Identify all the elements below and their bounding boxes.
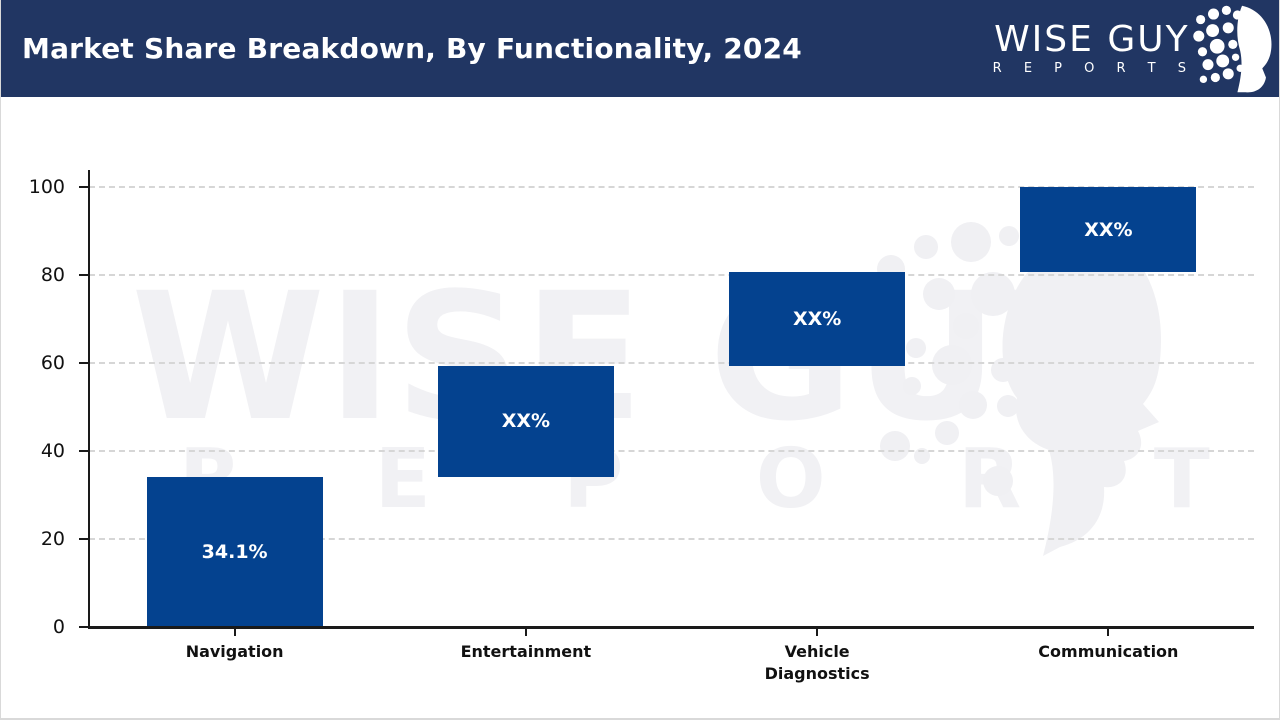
y-axis-tick-mark [79, 274, 88, 276]
bar-communication: XX% [1020, 187, 1197, 273]
wise-guy-head-icon [1193, 5, 1272, 92]
y-axis-tick-mark [79, 186, 88, 188]
x-axis-category-label: Navigation [185, 642, 284, 661]
gridline-40 [89, 450, 1254, 452]
y-axis-tick-mark [79, 450, 88, 452]
y-axis-tick-label: 60 [40, 352, 65, 374]
x-axis-category-label: Communication [1038, 642, 1179, 661]
x-axis-tick-mark [1107, 627, 1110, 636]
gridline-20 [89, 538, 1254, 540]
bar-value-label: XX% [792, 307, 842, 330]
y-axis-tick-mark [79, 626, 88, 628]
gridline-100 [89, 186, 1254, 188]
bar-entertainment: XX% [437, 365, 614, 477]
x-axis-tick-mark [524, 627, 527, 636]
bar-navigation: 34.1% [146, 476, 323, 627]
gridline-60 [89, 362, 1254, 364]
logo-wiseguy-label: WISE GUY [994, 18, 1190, 60]
wise-guy-logo-text: WISE GUY R E P O R T S [989, 18, 1195, 76]
bar-value-label: XX% [1084, 218, 1133, 241]
y-axis-tick-label: 80 [40, 264, 65, 286]
header-bar: Market Share Breakdown, By Functionality… [1, 0, 1279, 97]
y-axis-tick-label: 20 [40, 528, 65, 550]
y-axis-tick-mark [79, 362, 88, 364]
y-axis-tick-label: 40 [40, 440, 65, 462]
x-axis-category-label: Entertainment [460, 642, 592, 661]
x-axis-category-label: Vehicle Diagnostics [764, 642, 870, 683]
bar-value-label: 34.1% [201, 540, 268, 563]
x-axis-tick-mark [816, 627, 819, 636]
y-axis-tick-label: 0 [52, 616, 65, 638]
x-axis-line [88, 626, 1254, 629]
logo-reports-label: R E P O R T S [992, 60, 1195, 76]
y-axis-tick-label: 100 [28, 176, 65, 198]
x-axis-tick-mark [233, 627, 236, 636]
gridline-80 [89, 274, 1254, 276]
bar-value-label: XX% [501, 410, 551, 433]
wise-guy-logo: WISE GUY R E P O R T S [989, 0, 1273, 97]
y-axis-line [88, 170, 90, 627]
y-axis-tick-mark [79, 538, 88, 540]
page-title: Market Share Breakdown, By Functionality… [22, 32, 802, 65]
bar-vehicle-diagnostics: XX% [729, 272, 906, 366]
